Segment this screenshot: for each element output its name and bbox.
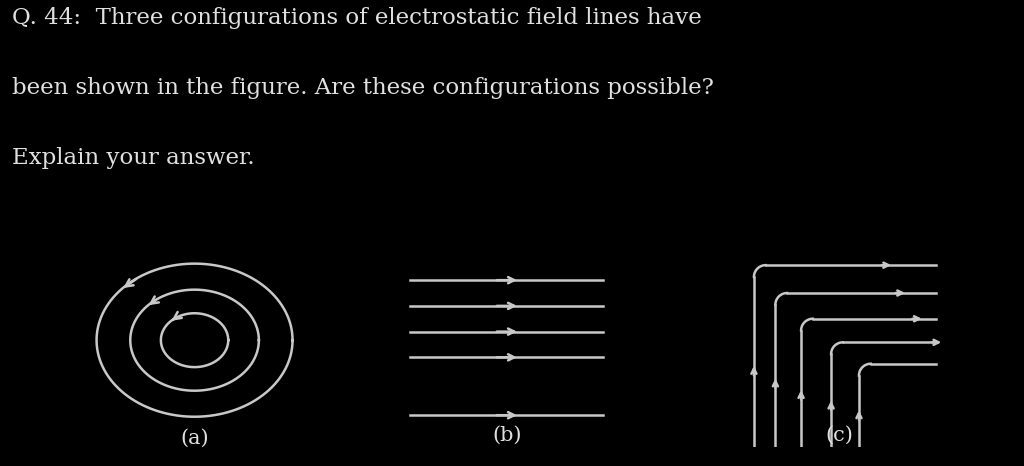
Text: (c): (c) bbox=[825, 426, 854, 445]
Text: (a): (a) bbox=[180, 429, 209, 448]
Text: (b): (b) bbox=[493, 426, 521, 445]
Text: been shown in the figure. Are these configurations possible?: been shown in the figure. Are these conf… bbox=[12, 77, 714, 99]
Text: Q. 44:  Three configurations of electrostatic field lines have: Q. 44: Three configurations of electrost… bbox=[12, 7, 702, 29]
Text: Explain your answer.: Explain your answer. bbox=[12, 147, 255, 169]
